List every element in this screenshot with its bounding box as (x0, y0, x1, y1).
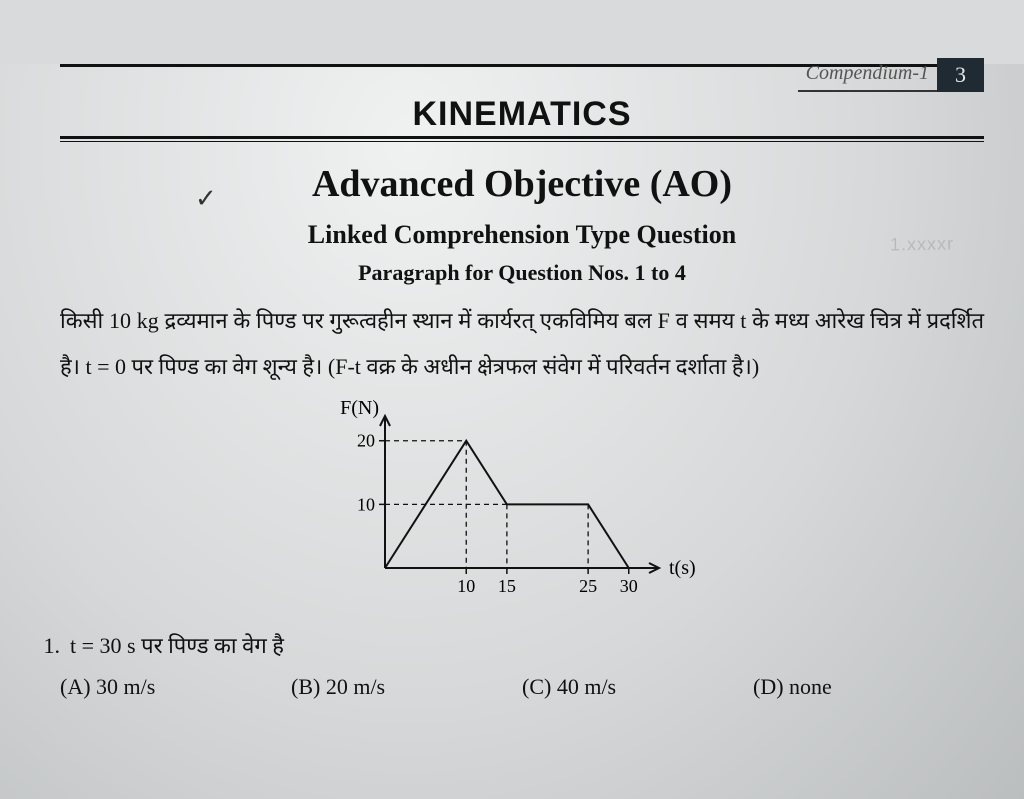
svg-text:20: 20 (357, 431, 375, 451)
svg-text:15: 15 (497, 576, 515, 596)
paragraph-text: किसी 10 kg द्रव्यमान के पिण्ड पर गुरूत्व… (60, 298, 984, 390)
checkmark-icon: ✓ (195, 184, 217, 214)
page: Compendium-1 3 KINEMATICS ✓ Advanced Obj… (0, 64, 1024, 799)
header-corner: Compendium-1 3 (798, 58, 984, 92)
top-rule-2 (60, 136, 984, 139)
ao-title: Advanced Objective (AO) (312, 162, 732, 206)
options-row: (A) 30 m/s (B) 20 m/s (C) 40 m/s (D) non… (60, 674, 984, 700)
svg-text:25: 25 (579, 576, 597, 596)
chart-container: F(N) t(s) 10 20 10 15 25 30 (60, 400, 984, 604)
chapter-title: KINEMATICS (60, 95, 984, 134)
option-a: (A) 30 m/s (60, 674, 291, 700)
svg-text:t(s): t(s) (669, 557, 696, 579)
svg-text:10: 10 (457, 576, 475, 596)
subheading: Linked Comprehension Type Question (60, 220, 984, 250)
top-rule-3 (60, 141, 984, 142)
option-c: (C) 40 m/s (522, 674, 753, 700)
ao-row: ✓ Advanced Objective (AO) (60, 156, 984, 206)
question-text: t = 30 s पर पिण्ड का वेग है (70, 630, 284, 660)
svg-text:10: 10 (357, 495, 375, 515)
force-time-chart: F(N) t(s) 10 20 10 15 25 30 (330, 400, 715, 604)
question-number: 1. (10, 633, 70, 659)
page-number: 3 (937, 58, 984, 92)
watermark: 1.xxxxr (890, 233, 954, 255)
svg-text:30: 30 (619, 576, 637, 596)
option-d: (D) none (753, 674, 984, 700)
paragraph-heading: Paragraph for Question Nos. 1 to 4 (60, 260, 984, 286)
svg-text:F(N): F(N) (340, 400, 379, 419)
option-b: (B) 20 m/s (291, 674, 522, 700)
compendium-label: Compendium-1 (798, 58, 937, 92)
question-row: 1. t = 30 s पर पिण्ड का वेग है (10, 630, 984, 660)
